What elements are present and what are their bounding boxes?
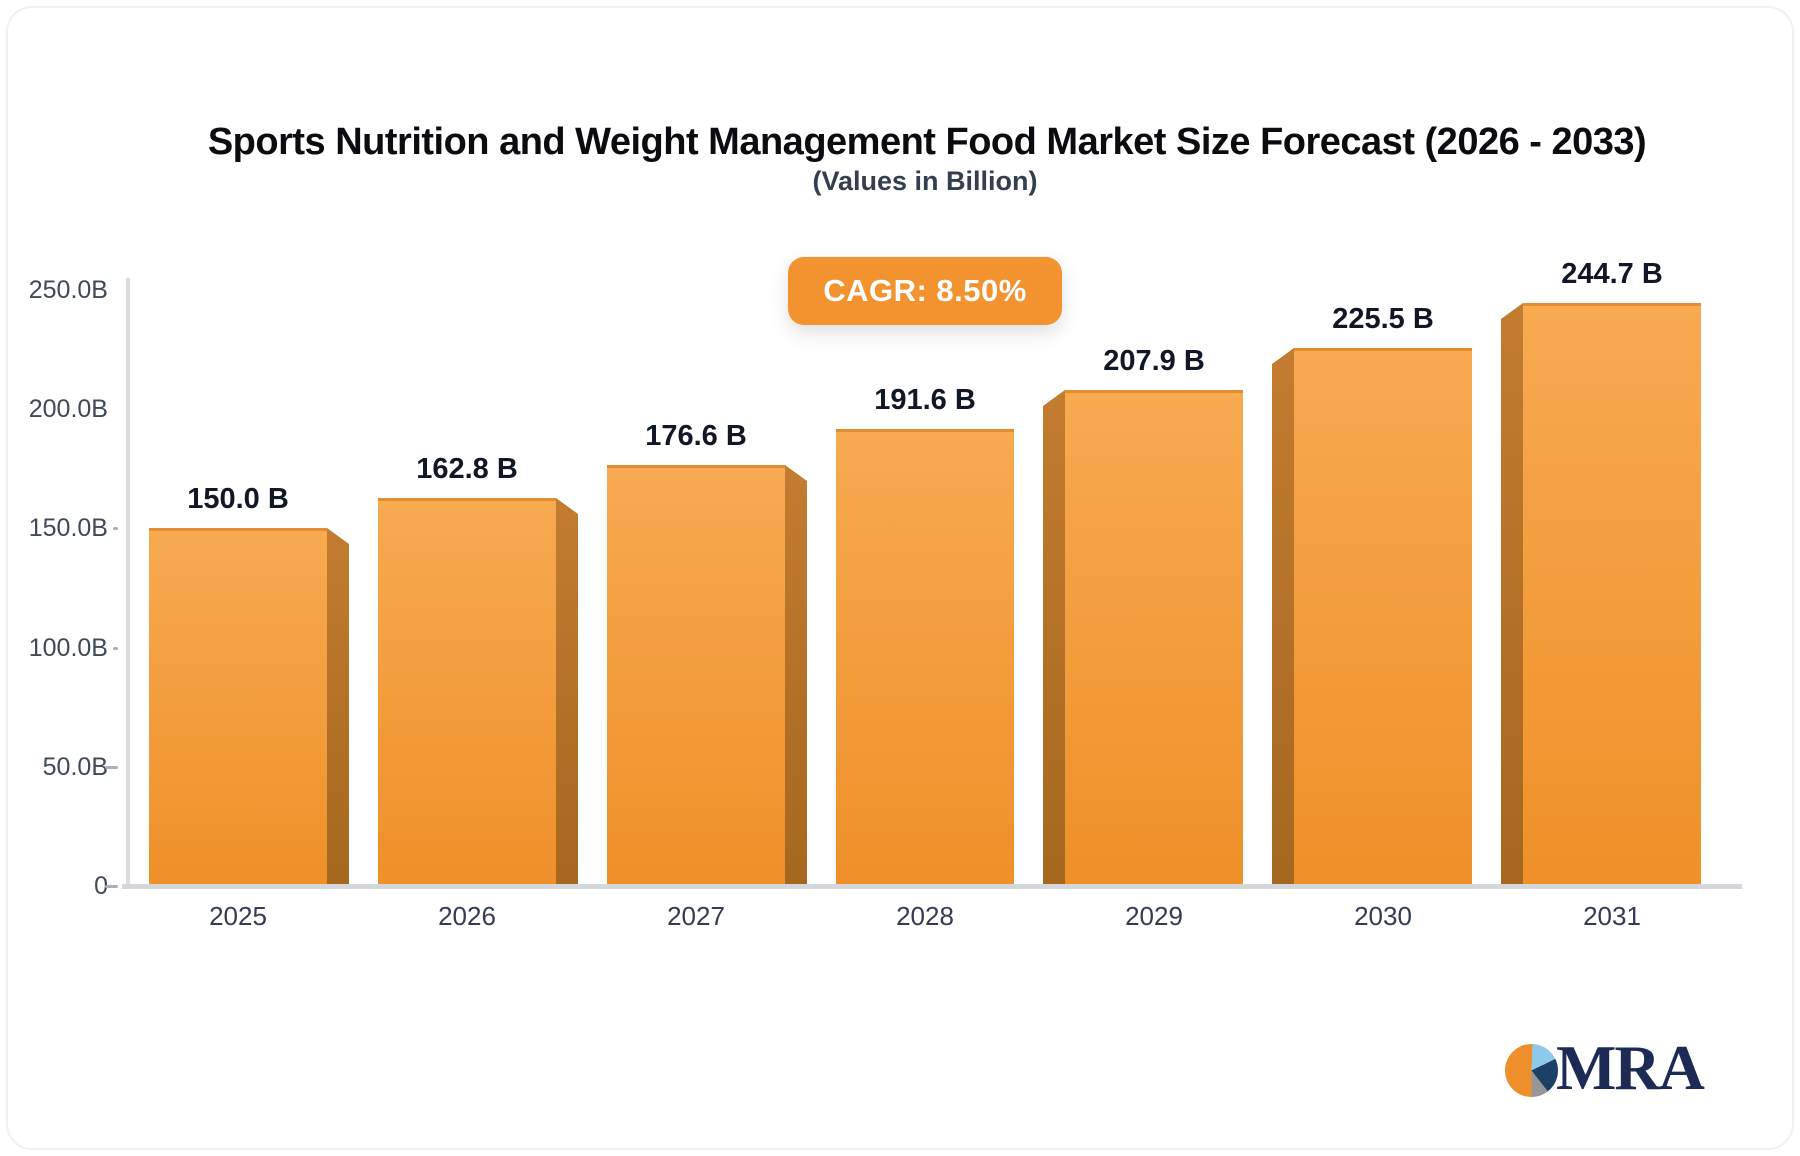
y-axis-label: 200.0B xyxy=(28,395,108,424)
y-axis-tick xyxy=(105,885,118,888)
logo-text: MRA xyxy=(1556,1032,1705,1103)
x-axis-label: 2031 xyxy=(1583,901,1641,931)
bar-value-label: 207.9 B xyxy=(1103,345,1205,377)
bar-front-2029 xyxy=(1065,390,1243,886)
bar-top-edge xyxy=(836,429,1014,432)
bar-front-2031 xyxy=(1523,303,1701,886)
x-axis-label: 2027 xyxy=(667,901,725,931)
bar-front-2030 xyxy=(1294,348,1472,886)
bar-top-edge xyxy=(378,498,556,501)
x-axis-label: 2030 xyxy=(1354,901,1412,931)
y-axis-label: 150.0B xyxy=(28,514,108,543)
bar-top-edge xyxy=(607,465,785,468)
bar-top-edge xyxy=(1523,303,1701,306)
bar-top-edge xyxy=(1065,390,1243,393)
bar-value-label: 176.6 B xyxy=(645,420,747,452)
y-axis-label: 0 xyxy=(94,872,108,900)
y-axis-label: 250.0B xyxy=(28,276,108,304)
y-axis-tick xyxy=(113,646,118,650)
cagr-badge-label: CAGR: 8.50% xyxy=(823,273,1027,308)
x-axis-line xyxy=(122,884,1742,889)
y-axis-tick xyxy=(105,765,118,769)
bar-top-edge xyxy=(1294,348,1472,351)
pie-chart-logo-icon xyxy=(1505,1044,1558,1097)
bar-value-label: 162.8 B xyxy=(416,453,518,485)
x-axis-label: 2029 xyxy=(1125,901,1183,931)
bar-side-2026 xyxy=(556,498,578,886)
chart-subtitle: (Values in Billion) xyxy=(812,166,1038,196)
x-axis-label: 2025 xyxy=(209,901,267,931)
bar-side-2031 xyxy=(1501,303,1523,886)
bar-value-label: 244.7 B xyxy=(1561,258,1663,290)
y-axis-label: 50.0B xyxy=(42,752,108,781)
bar-side-2029 xyxy=(1043,390,1065,886)
bar-side-2027 xyxy=(785,465,807,886)
x-axis-label: 2028 xyxy=(896,901,954,931)
bar-value-label: 191.6 B xyxy=(874,384,976,416)
cagr-badge: CAGR: 8.50% xyxy=(788,257,1062,325)
bar-front-2027 xyxy=(607,465,785,886)
y-axis-tick xyxy=(113,527,118,531)
bar-top-edge xyxy=(149,528,327,531)
x-axis-label: 2026 xyxy=(438,901,496,931)
y-axis-label: 100.0B xyxy=(28,633,108,662)
bar-side-2025 xyxy=(327,528,349,886)
bar-front-2025 xyxy=(149,528,327,886)
y-axis-line xyxy=(126,278,130,889)
bar-front-2028 xyxy=(836,429,1014,886)
bar-value-label: 225.5 B xyxy=(1332,303,1434,335)
chart-title: Sports Nutrition and Weight Management F… xyxy=(207,121,1647,164)
card-border xyxy=(6,6,1794,1150)
bar-side-2030 xyxy=(1272,348,1294,886)
bar-front-2026 xyxy=(378,498,556,886)
bar-value-label: 150.0 B xyxy=(187,483,289,515)
